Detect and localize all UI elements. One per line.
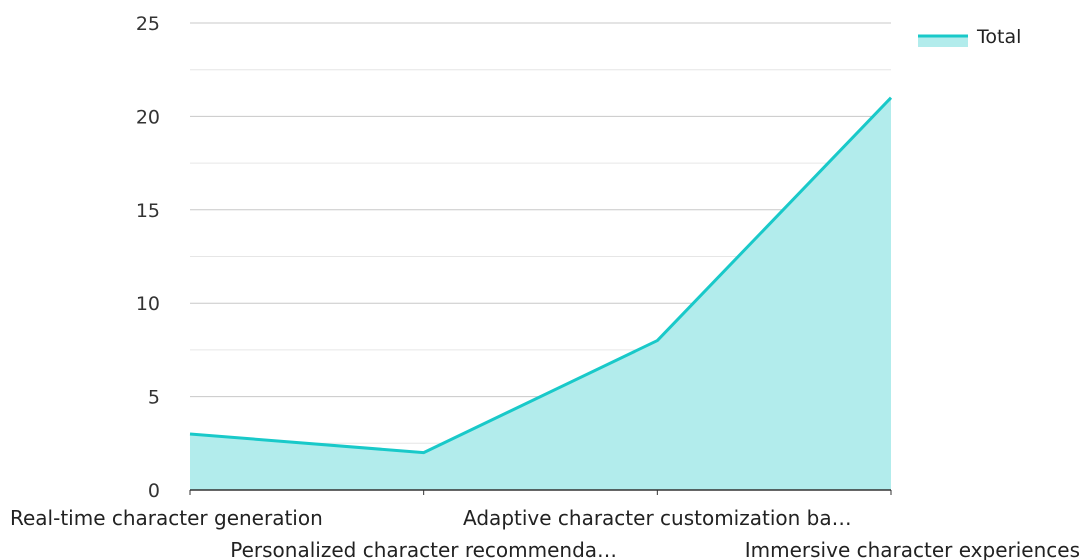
y-axis-ticks: 0 5 10 15 20 25: [136, 13, 160, 502]
y-tick-label: 10: [136, 293, 160, 315]
x-tick-label: Personalized character recommenda…: [230, 538, 617, 560]
legend-label-total: Total: [976, 26, 1021, 48]
series-area: [189, 96, 893, 490]
y-tick-label: 5: [148, 387, 160, 409]
legend-swatch-total: [918, 35, 968, 47]
y-tick-label: 15: [136, 200, 160, 222]
x-tick-label: Real-time character generation: [10, 506, 323, 530]
y-tick-label: 25: [136, 13, 160, 35]
x-tick-label: Adaptive character customization ba…: [463, 506, 852, 530]
legend[interactable]: Total: [918, 26, 1021, 48]
series-line-total: [189, 96, 893, 455]
y-tick-label: 0: [148, 480, 160, 502]
area-fill-total: [190, 97, 891, 490]
x-tick-label: Immersive character experiences: [745, 538, 1080, 560]
y-tick-label: 20: [136, 106, 160, 128]
gridlines: [190, 22, 891, 444]
x-axis-ticks: Real-time character generation Personaliz…: [10, 506, 1080, 560]
x-axis: [189, 489, 892, 495]
